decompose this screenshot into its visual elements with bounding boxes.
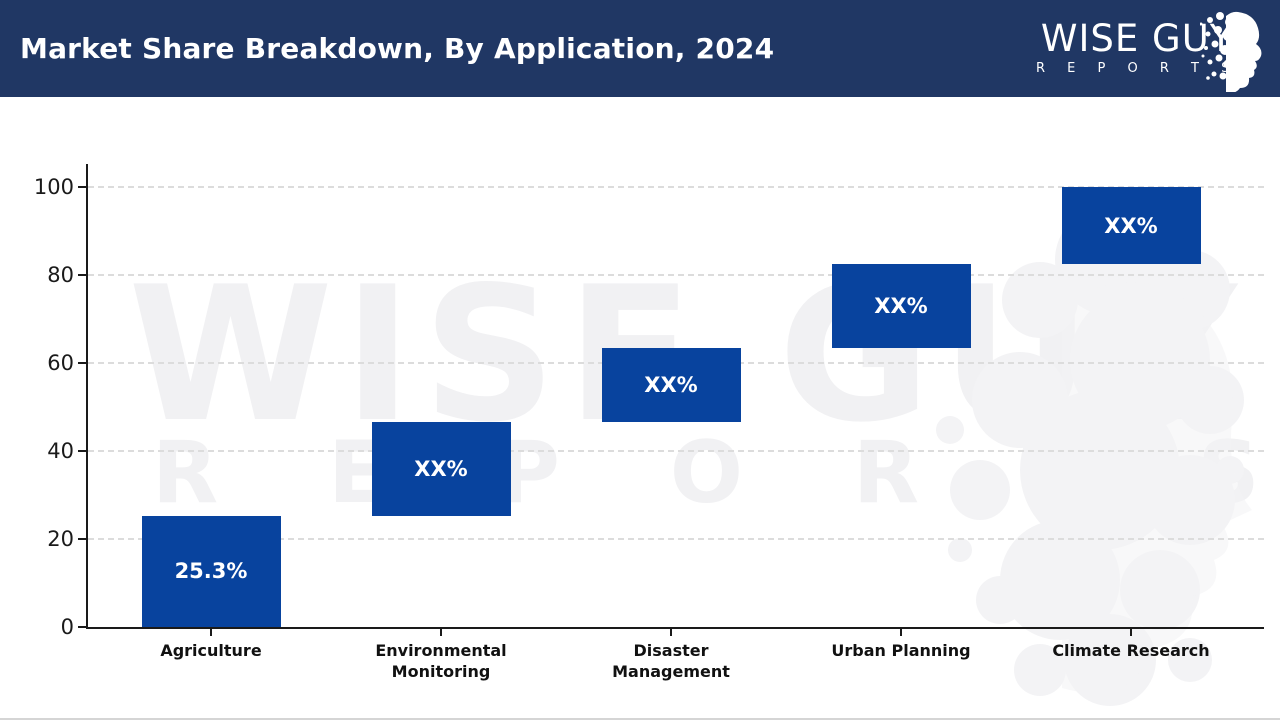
- x-tick: [670, 629, 672, 636]
- footer-divider: [0, 718, 1280, 720]
- x-axis-label: Environmental Monitoring: [375, 641, 507, 681]
- bar-agriculture: 25.3%: [141, 515, 281, 627]
- brand-head-icon: [1200, 11, 1262, 92]
- x-axis-label: Climate Research: [1052, 641, 1210, 660]
- y-tick-0: [78, 626, 86, 628]
- plot-area: 0 20 40 60 80 100 25.3% Agriculture XX% Environme…: [0, 97, 1280, 720]
- gridline-100: [88, 186, 1264, 188]
- bar-value-label: XX%: [1104, 213, 1158, 238]
- bar-value-label: XX%: [874, 294, 928, 319]
- y-tick-40: [78, 450, 86, 452]
- bar-value-label: XX%: [414, 457, 468, 482]
- x-tick: [440, 629, 442, 636]
- bar-environmental-monitoring: XX%: [371, 422, 511, 516]
- y-tick-100: [78, 186, 86, 188]
- gridline-40: [88, 450, 1264, 452]
- bar-value-label: XX%: [644, 373, 698, 398]
- y-tick-label: 40: [47, 439, 74, 463]
- bar-urban-planning: XX%: [831, 264, 971, 349]
- bar-disaster-management: XX%: [601, 348, 741, 423]
- x-axis-line: [86, 627, 1264, 629]
- y-tick-80: [78, 274, 86, 276]
- x-axis-label: Disaster Management: [612, 641, 730, 681]
- y-tick-60: [78, 362, 86, 364]
- y-tick-20: [78, 538, 86, 540]
- gridline-20: [88, 538, 1264, 540]
- x-axis-label: Agriculture: [160, 641, 262, 660]
- x-axis-label: Urban Planning: [831, 641, 971, 660]
- y-tick-label: 20: [47, 527, 74, 551]
- brand-subtitle: R E P O R T S: [1036, 61, 1239, 76]
- x-tick: [1130, 629, 1132, 636]
- x-tick: [210, 629, 212, 636]
- page-title: Market Share Breakdown, By Application, …: [20, 32, 775, 65]
- brand-name: WISE GUY: [1040, 17, 1234, 60]
- y-tick-label: 60: [47, 351, 74, 375]
- bar-climate-research: XX%: [1061, 187, 1201, 264]
- y-tick-label: 80: [47, 263, 74, 287]
- y-tick-label: 0: [60, 615, 74, 639]
- chart-header: Market Share Breakdown, By Application, …: [0, 0, 1280, 97]
- brand-logo-text: WISE GUY R E P O R T S: [1036, 17, 1239, 77]
- y-axis-line: [86, 164, 88, 629]
- gridline-80: [88, 274, 1264, 276]
- bar-value-label: 25.3%: [174, 559, 248, 584]
- brand-logo: WISE GUY R E P O R T S: [1008, 6, 1266, 92]
- watermark-head-icon: [936, 205, 1252, 706]
- y-tick-label: 100: [33, 175, 74, 199]
- x-tick: [900, 629, 902, 636]
